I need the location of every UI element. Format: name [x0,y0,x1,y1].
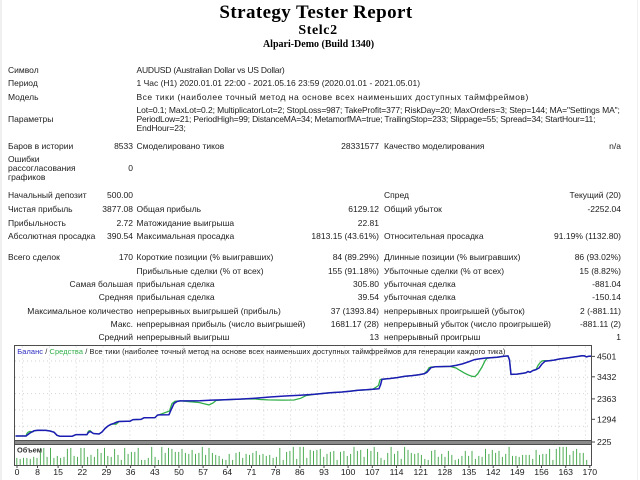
svg-text:86: 86 [295,467,305,477]
svg-text:64: 64 [222,467,232,477]
svg-text:121: 121 [413,467,428,477]
svg-text:100: 100 [341,467,356,477]
svg-text:29: 29 [102,467,112,477]
svg-text:128: 128 [438,467,453,477]
svg-text:0: 0 [15,467,20,477]
svg-text:Баланс / Средства / Все тики (: Баланс / Средства / Все тики (наиболее т… [17,347,505,356]
svg-text:2363: 2363 [597,394,616,404]
svg-text:135: 135 [462,467,477,477]
svg-text:114: 114 [390,467,404,477]
svg-text:107: 107 [365,467,380,477]
svg-text:3432: 3432 [597,372,616,382]
svg-text:Объем: Объем [17,446,42,455]
svg-text:149: 149 [510,467,525,477]
svg-text:43: 43 [150,467,160,477]
svg-text:170: 170 [583,467,598,477]
svg-text:156: 156 [534,467,549,477]
svg-text:57: 57 [198,467,208,477]
svg-text:36: 36 [126,467,136,477]
svg-text:1294: 1294 [597,414,616,424]
svg-text:78: 78 [271,467,281,477]
svg-text:50: 50 [174,467,184,477]
svg-text:8: 8 [35,467,40,477]
svg-text:163: 163 [558,467,573,477]
svg-text:142: 142 [486,467,501,477]
svg-text:15: 15 [53,467,63,477]
svg-text:71: 71 [247,467,257,477]
svg-text:225: 225 [597,437,612,447]
svg-text:93: 93 [319,467,329,477]
svg-text:22: 22 [77,467,87,477]
svg-text:4501: 4501 [597,351,616,361]
